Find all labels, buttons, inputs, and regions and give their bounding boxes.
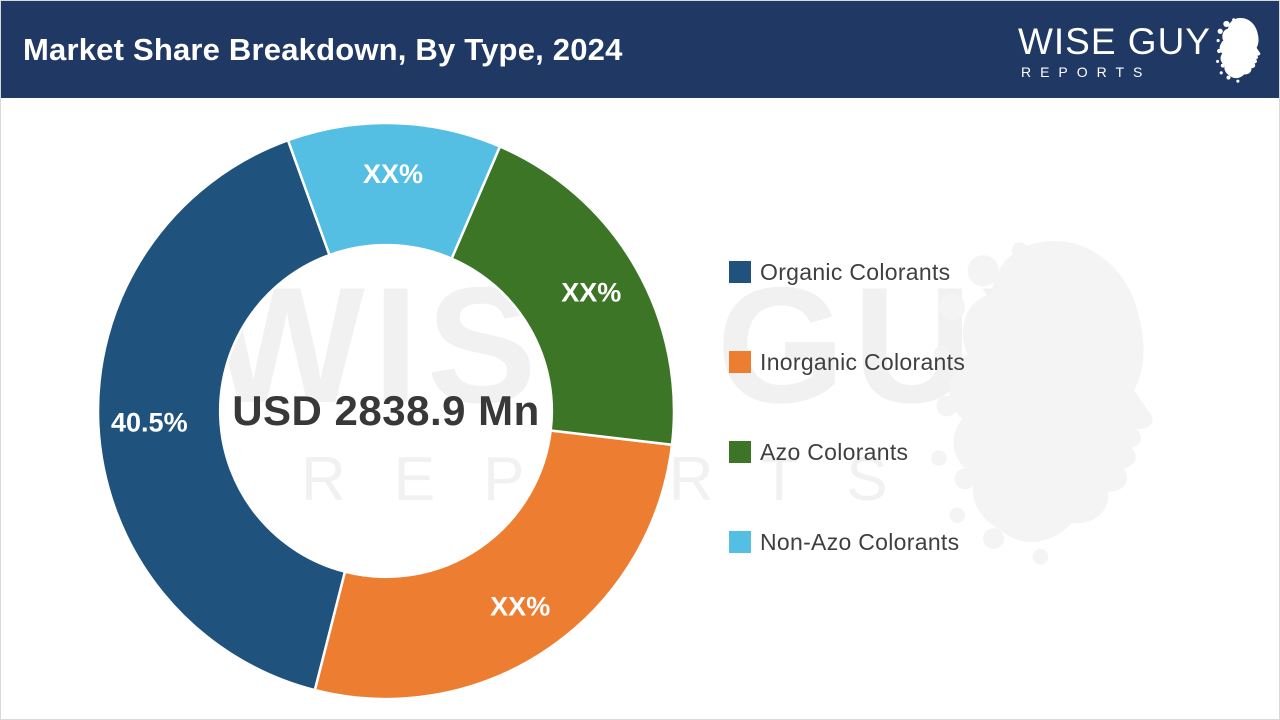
segment-value-label: XX% [561, 278, 621, 308]
donut-segment-organic-colorants [96, 138, 347, 692]
legend-item-non-azo-colorants: Non-Azo Colorants [729, 517, 965, 567]
page-title: Market Share Breakdown, By Type, 2024 [23, 31, 623, 67]
legend-item-inorganic-colorants: Inorganic Colorants [729, 337, 965, 387]
logo-text: WISE GUY REPORTS [1017, 21, 1211, 80]
legend-swatch-non-azo-colorants [729, 531, 751, 553]
donut-segment-azo-colorants [450, 145, 676, 447]
legend-label: Organic Colorants [760, 258, 951, 285]
donut-segment-non-azo-colorants [286, 121, 502, 260]
donut-chart: 40.5% XX% XX% XX% [96, 121, 676, 701]
legend-item-azo-colorants: Azo Colorants [729, 427, 965, 477]
legend-label: Azo Colorants [760, 438, 909, 465]
legend-label: Inorganic Colorants [760, 348, 966, 375]
donut-segment-inorganic-colorants [313, 429, 674, 701]
legend-swatch-organic-colorants [729, 261, 751, 283]
legend-item-organic-colorants: Organic Colorants [729, 247, 965, 297]
chart-legend: Organic Colorants Inorganic Colorants Az… [729, 247, 965, 607]
legend-swatch-inorganic-colorants [729, 351, 751, 373]
segment-value-label: 40.5% [111, 408, 188, 438]
segment-value-label: XX% [490, 591, 550, 621]
header-bar: Market Share Breakdown, By Type, 2024 WI… [1, 1, 1279, 98]
logo-wordmark: WISE GUY [1017, 21, 1211, 63]
legend-label: Non-Azo Colorants [760, 528, 960, 555]
wise-guy-reports-logo: WISE GUY REPORTS [1018, 9, 1267, 93]
segment-value-label: XX% [363, 159, 423, 189]
chart-center-total: USD 2838.9 Mn [232, 387, 540, 434]
logo-subtitle: REPORTS [1020, 63, 1152, 80]
legend-swatch-azo-colorants [729, 441, 751, 463]
logo-face-profile-icon [1216, 18, 1261, 83]
